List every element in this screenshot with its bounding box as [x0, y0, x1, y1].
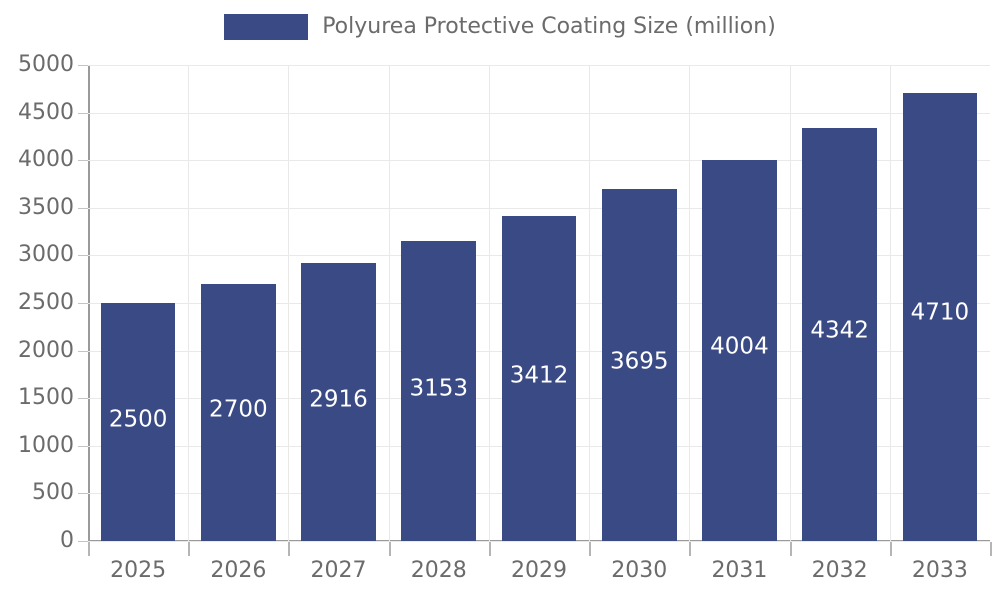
y-axis-tick-label: 4500 [18, 99, 74, 125]
bar[interactable] [601, 189, 677, 541]
y-tick-mark [78, 398, 88, 400]
y-axis-tick-label: 4000 [18, 147, 74, 173]
y-axis-tick-label: 500 [32, 480, 74, 506]
bar-value-label: 4710 [910, 299, 970, 326]
x-axis-tick-label: 2033 [911, 558, 968, 583]
x-tick-mark [689, 542, 692, 556]
y-axis-tick-label: 2000 [18, 337, 74, 363]
x-tick-mark [188, 542, 191, 556]
legend-label: Polyurea Protective Coating Size (millio… [322, 14, 776, 39]
y-tick-mark [78, 445, 88, 447]
y-axis-tick-label: 3500 [18, 194, 74, 220]
x-tick-mark [388, 542, 391, 556]
x-axis-tick-label: 2028 [410, 558, 467, 583]
x-tick-mark [288, 542, 291, 556]
x-axis-tick-label: 2031 [711, 558, 768, 583]
chart-legend: Polyurea Protective Coating Size (millio… [0, 6, 1000, 48]
y-tick-mark [78, 207, 88, 209]
gridline-vertical [789, 65, 791, 541]
x-axis-tick-label: 2032 [811, 558, 868, 583]
gridline-vertical [388, 65, 390, 541]
x-tick-mark [990, 542, 992, 556]
bar[interactable] [100, 303, 176, 541]
y-axis-tick-label: 3000 [18, 242, 74, 268]
x-tick-mark [88, 542, 90, 556]
y-tick-mark [78, 541, 88, 542]
gridline-horizontal [88, 541, 990, 542]
y-tick-mark [78, 65, 88, 66]
bar[interactable] [902, 92, 978, 541]
x-axis-tick-label: 2026 [210, 558, 267, 583]
bar-value-label: 4004 [710, 333, 769, 360]
x-axis-tick-label: 2027 [310, 558, 367, 583]
bar-value-label: 2916 [309, 386, 368, 413]
bar-value-label: 2500 [108, 406, 168, 433]
y-tick-mark [78, 160, 88, 162]
bar[interactable] [301, 263, 376, 541]
x-axis-tick-label: 2025 [110, 558, 167, 583]
gridline-vertical [589, 65, 591, 541]
x-tick-mark [789, 542, 792, 556]
gridline-vertical [889, 65, 891, 541]
gridline-vertical [288, 65, 290, 541]
gridline-horizontal [88, 207, 990, 209]
gridline-horizontal [88, 160, 990, 162]
y-tick-mark [78, 493, 88, 495]
y-axis-tick-label: 1000 [18, 432, 74, 458]
y-tick-mark [78, 303, 88, 304]
gridline-vertical [689, 65, 691, 541]
y-axis-tick-label: 0 [60, 528, 74, 553]
legend-swatch-icon [224, 14, 309, 40]
y-axis-tick-label: 5000 [18, 52, 74, 77]
bar-value-label: 3153 [409, 375, 469, 402]
bar-value-label: 3412 [509, 362, 569, 389]
x-axis-tick-label: 2029 [511, 558, 567, 583]
y-tick-mark [78, 255, 88, 257]
bar[interactable] [401, 240, 477, 541]
x-tick-mark [589, 542, 592, 556]
bar-value-label: 3695 [609, 348, 669, 375]
gridline-vertical [488, 65, 490, 541]
x-axis-tick-label: 2030 [611, 558, 668, 583]
y-tick-mark [78, 350, 88, 352]
gridline-horizontal [88, 112, 990, 114]
y-tick-mark [78, 112, 88, 114]
x-tick-mark [889, 542, 892, 556]
x-tick-mark [488, 542, 491, 556]
gridline-vertical [188, 65, 190, 541]
bar[interactable] [201, 283, 276, 541]
legend-entry-polyurea[interactable]: Polyurea Protective Coating Size (millio… [224, 14, 776, 40]
plot-area: 2500 2700 2916 3153 3412 3695 4004 4342 4710 [88, 65, 990, 542]
y-axis-tick-label: 1500 [18, 385, 74, 411]
y-axis-tick-label: 2500 [18, 290, 74, 315]
bar-value-label: 4342 [810, 317, 869, 344]
bar-value-label: 2700 [209, 396, 268, 423]
bar[interactable] [501, 216, 577, 541]
gridline-horizontal [88, 65, 990, 66]
bar[interactable] [802, 127, 877, 541]
bar[interactable] [702, 159, 777, 541]
